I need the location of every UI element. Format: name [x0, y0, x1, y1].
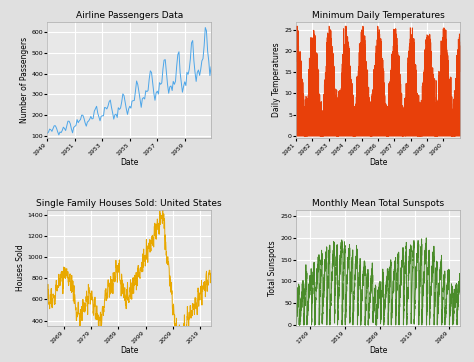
X-axis label: Date: Date	[369, 346, 387, 355]
Y-axis label: Daily Temperatures: Daily Temperatures	[273, 42, 281, 117]
Y-axis label: Houses Sold: Houses Sold	[16, 244, 25, 291]
Title: Single Family Houses Sold: United States: Single Family Houses Sold: United States	[36, 199, 222, 207]
X-axis label: Date: Date	[120, 158, 138, 167]
Y-axis label: Number of Passengers: Number of Passengers	[20, 37, 29, 123]
Title: Minimum Daily Temperatures: Minimum Daily Temperatures	[311, 10, 444, 20]
X-axis label: Date: Date	[120, 346, 138, 355]
Title: Monthly Mean Total Sunspots: Monthly Mean Total Sunspots	[312, 199, 444, 207]
X-axis label: Date: Date	[369, 158, 387, 167]
Y-axis label: Total Sunspots: Total Sunspots	[268, 240, 277, 296]
Title: Airline Passengers Data: Airline Passengers Data	[75, 10, 183, 20]
